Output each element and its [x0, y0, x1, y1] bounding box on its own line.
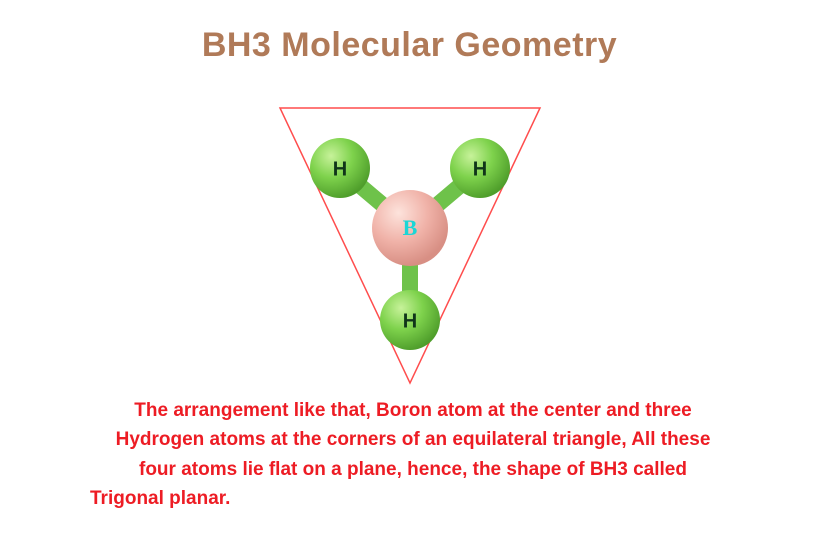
desc-line-3: four atoms lie flat on a plane, hence, t…	[48, 455, 778, 484]
desc-line-2: Hydrogen atoms at the corners of an equi…	[48, 425, 778, 454]
desc-line-4: Trigonal planar.	[48, 484, 778, 513]
desc-line-3b: BH3	[590, 459, 628, 480]
boron-label: B	[402, 215, 417, 240]
desc-line-1: The arrangement like that, Boron atom at…	[48, 396, 778, 425]
hydrogen-label: H	[332, 158, 346, 180]
desc-line-3a: four atoms lie flat on a plane, hence, t…	[139, 459, 585, 480]
center-atom-group: B	[372, 190, 448, 266]
description-text: The arrangement like that, Boron atom at…	[38, 396, 788, 514]
hydrogen-label: H	[402, 310, 416, 332]
hydrogen-label: H	[472, 158, 486, 180]
page-title: BH3 Molecular Geometry	[0, 26, 819, 65]
molecule-diagram: H H H B	[240, 88, 580, 388]
desc-line-3c: called	[633, 459, 687, 480]
